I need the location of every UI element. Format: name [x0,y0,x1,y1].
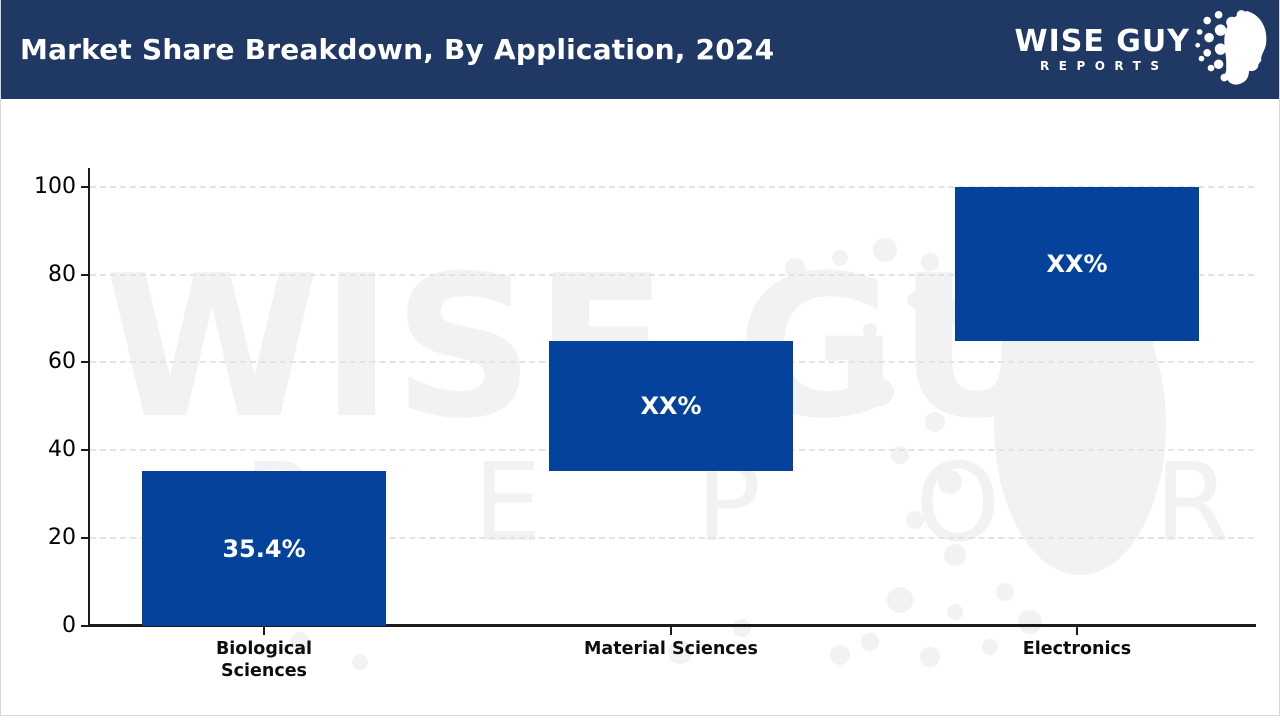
x-tick-mark [1076,627,1078,635]
bar-material-sciences: XX% [549,341,793,471]
bar-value-label: XX% [1046,250,1108,278]
x-tick-label-2: Material Sciences [584,639,758,659]
wise-guy-logo: WISE GUY REPORTS [1014,7,1268,93]
gridline-80 [90,274,1254,276]
y-tick-label: 60 [48,349,76,374]
y-tick-label: 20 [48,525,76,550]
logo-text: WISE GUY REPORTS [1014,26,1190,74]
y-tick-mark [81,274,88,276]
y-tick-label: 100 [34,174,76,199]
x-tick-mark [670,627,672,635]
x-tick-label-1: Biological Sciences [215,639,313,681]
page-title: Market Share Breakdown, By Application, … [20,33,775,66]
y-axis-line [88,168,90,627]
gridline-20 [90,537,1254,539]
y-tick-label: 0 [62,613,76,638]
bar-biological-sciences: 35.4% [142,471,386,626]
y-tick-mark [81,625,88,627]
x-tick-label-3: Electronics [1022,639,1132,659]
y-tick-mark [81,361,88,363]
gridline-100 [90,186,1254,188]
y-tick-mark [81,449,88,451]
bar-electronics: XX% [955,187,1199,341]
x-axis-line [88,624,1256,627]
y-tick-mark [81,537,88,539]
header: Market Share Breakdown, By Application, … [0,0,1280,99]
y-tick-mark [81,186,88,188]
logo-subtitle: REPORTS [1040,59,1169,74]
bar-value-label: 35.4% [222,534,306,563]
logo-wordmark: WISE GUY [1014,23,1190,59]
y-tick-label: 40 [48,437,76,462]
y-tick-label: 80 [48,262,76,287]
logo-face-icon [1195,9,1267,85]
bar-value-label: XX% [640,392,702,420]
x-tick-mark [263,627,265,635]
